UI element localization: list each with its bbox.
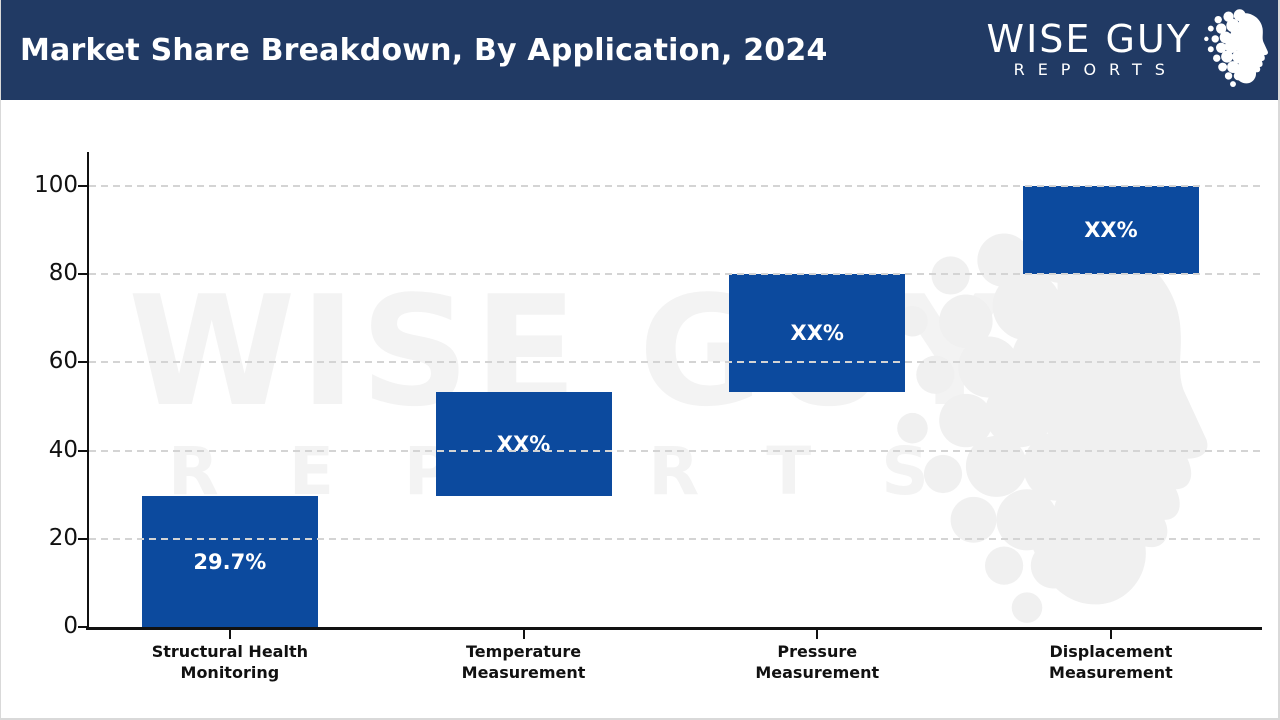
- x-category-label-line: Pressure: [777, 642, 858, 661]
- x-category-label-line: Measurement: [1049, 663, 1173, 682]
- brand-text: WISE GUY REPORTS: [987, 20, 1192, 80]
- brand-logo: WISE GUY REPORTS: [987, 7, 1270, 93]
- gridline: [89, 537, 1262, 540]
- bar: XX%: [729, 274, 906, 392]
- bar-value-label: 29.7%: [193, 549, 267, 574]
- brand-subname: REPORTS: [1013, 60, 1178, 79]
- y-tick-label: 20: [48, 524, 78, 551]
- y-tick-mark: [78, 273, 87, 276]
- x-category-label: Structural Health Monitoring: [80, 641, 380, 683]
- gridline: [89, 361, 1262, 364]
- x-category-label-line: Measurement: [461, 663, 586, 682]
- x-category-label-line: Measurement: [755, 663, 880, 682]
- y-tick-label: 100: [34, 172, 78, 198]
- x-tick-mark: [1109, 630, 1112, 639]
- x-category-label: Pressure Measurement: [667, 641, 967, 683]
- y-tick-label: 60: [48, 348, 78, 375]
- chart-title: Market Share Breakdown, By Application, …: [20, 32, 828, 68]
- y-tick-mark: [78, 537, 87, 540]
- header-bar: Market Share Breakdown, By Application, …: [0, 0, 1280, 100]
- x-tick-mark: [228, 630, 231, 639]
- x-tick-mark: [816, 630, 819, 639]
- bar: 29.7%: [141, 496, 318, 627]
- x-category-label-line: Structural Health: [151, 642, 308, 661]
- gridline: [89, 449, 1262, 452]
- y-tick-label: 40: [48, 436, 78, 463]
- x-category-label-line: Temperature: [466, 642, 582, 661]
- y-tick-mark: [78, 361, 87, 364]
- x-category-label: Displacement Measurement: [961, 641, 1261, 683]
- bar-value-label: XX%: [790, 321, 844, 346]
- wiseguy-head-icon: [1196, 7, 1270, 93]
- bar: XX%: [1022, 186, 1199, 275]
- x-tick-mark: [522, 630, 525, 639]
- bar-value-label: XX%: [1084, 218, 1138, 243]
- x-category-label: Temperature Measurement: [374, 641, 674, 683]
- y-tick-label: 0: [63, 613, 78, 639]
- bar-value-label: XX%: [496, 431, 551, 456]
- gridline: [89, 185, 1262, 187]
- x-axis-line: [86, 627, 1262, 630]
- y-tick-label: 80: [48, 260, 78, 287]
- y-tick-mark: [78, 449, 87, 452]
- plot-area: 0 20 40 60 80 100 29.7% Structural Health Monito…: [0, 100, 1280, 720]
- brand-name: WISE GUY: [986, 17, 1192, 61]
- x-category-label-line: Displacement: [1049, 642, 1173, 661]
- y-axis-spine: [87, 152, 89, 629]
- y-tick-mark: [78, 626, 87, 628]
- gridline: [89, 273, 1262, 276]
- y-tick-mark: [78, 185, 87, 187]
- x-category-label-line: Monitoring: [180, 663, 280, 682]
- bar: XX%: [435, 391, 612, 496]
